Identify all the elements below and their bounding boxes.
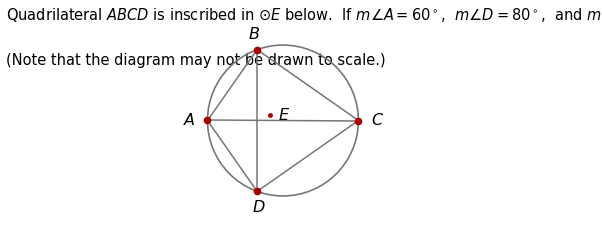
Text: C: C — [371, 113, 382, 128]
Text: B: B — [249, 27, 259, 42]
Text: E: E — [279, 108, 289, 123]
Text: (Note that the diagram may not be drawn to scale.): (Note that the diagram may not be drawn … — [6, 53, 386, 68]
Text: Quadrilateral $ABCD$ is inscribed in $\odot E$ below.  If $m\angle A = 60^\circ$: Quadrilateral $ABCD$ is inscribed in $\o… — [6, 2, 602, 25]
Text: A: A — [184, 113, 195, 128]
Text: D: D — [253, 200, 265, 215]
